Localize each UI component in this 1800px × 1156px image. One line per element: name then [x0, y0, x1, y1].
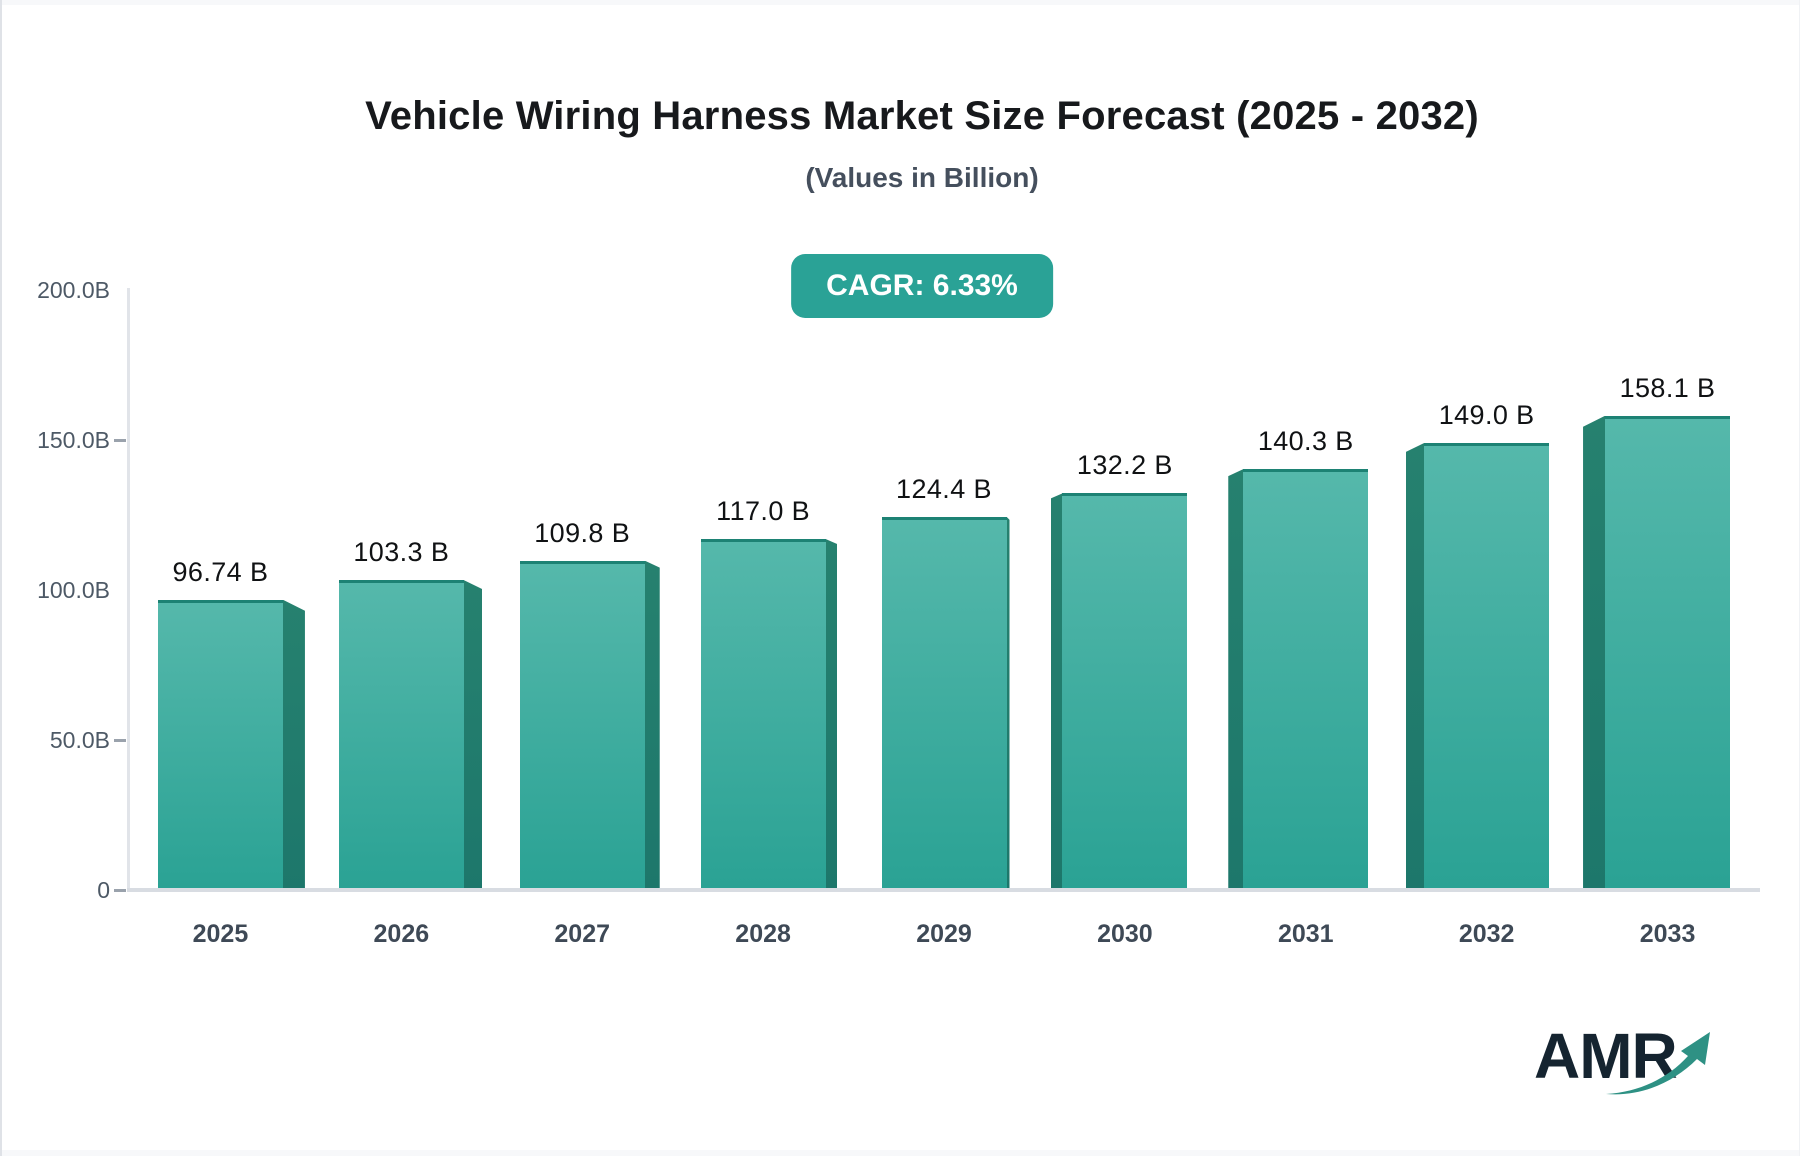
y-axis-line	[127, 288, 130, 890]
bar-value-label: 158.1 B	[1619, 372, 1716, 403]
bar-side-face	[644, 560, 660, 890]
x-axis-tick-label: 2029	[916, 920, 972, 948]
x-axis-tick-label: 2030	[1097, 920, 1153, 948]
bar-side-face	[1050, 493, 1063, 890]
frame-bottom-strip	[2, 1150, 1799, 1156]
x-axis-tick-label: 2032	[1458, 920, 1515, 948]
page-title: Vehicle Wiring Harness Market Size Forec…	[365, 94, 1479, 138]
amr-logo-arrow-icon	[1606, 1032, 1710, 1095]
bar	[1062, 493, 1188, 890]
bar-value-label: 124.4 B	[896, 473, 992, 504]
bar	[1605, 415, 1731, 890]
bar-side-face	[1228, 469, 1244, 890]
bar	[157, 599, 283, 890]
bar-side-face	[1583, 415, 1606, 890]
y-axis-tick-label: 200.0B	[37, 277, 110, 303]
bar	[519, 560, 645, 890]
bar	[338, 580, 464, 890]
y-axis-tick-label: 150.0B	[37, 427, 110, 453]
bar-value-label: 132.2 B	[1076, 450, 1173, 481]
y-axis-tick-mark	[114, 889, 126, 892]
bar	[881, 516, 1007, 890]
bar-value-label: 103.3 B	[353, 537, 450, 568]
bar-side-face	[1405, 443, 1425, 890]
y-axis-tick-label: 50.0B	[49, 727, 110, 753]
bar-value-label: 109.8 B	[534, 517, 631, 548]
y-axis-tick-mark	[114, 439, 126, 442]
amr-logo-text: AMR	[1534, 1020, 1678, 1092]
bar-side-face	[282, 599, 305, 890]
frame-top-strip	[2, 0, 1799, 5]
amr-logo: AMR	[1534, 1024, 1710, 1095]
cagr-badge-label: CAGR: 6.33%	[826, 269, 1018, 302]
bar	[1243, 469, 1369, 890]
bar-value-label: 96.74 B	[172, 556, 269, 587]
y-axis-tick-label: 0	[97, 877, 110, 903]
bar-value-label: 117.0 B	[716, 496, 811, 526]
bar-value-label: 140.3 B	[1257, 426, 1354, 457]
x-axis-tick-label: 2026	[373, 920, 430, 948]
bar-side-face	[463, 580, 483, 890]
bar-side-face	[825, 539, 838, 890]
bar	[700, 539, 826, 890]
x-axis-baseline	[127, 888, 1760, 892]
bar	[1424, 443, 1550, 890]
bar-side-face	[1006, 516, 1010, 890]
y-axis-tick-label: 100.0B	[37, 577, 110, 603]
page-subtitle: (Values in Billion)	[805, 162, 1039, 193]
x-axis-tick-label: 2027	[554, 920, 611, 948]
y-axis-tick-mark	[114, 739, 126, 742]
cagr-badge: CAGR: 6.33%	[791, 254, 1053, 318]
x-axis-tick-label: 2028	[735, 920, 791, 948]
x-axis-tick-label: 2031	[1277, 920, 1334, 948]
x-axis-tick-label: 2025	[192, 920, 249, 948]
x-axis-tick-label: 2033	[1639, 920, 1696, 948]
bar-value-label: 149.0 B	[1438, 400, 1535, 430]
